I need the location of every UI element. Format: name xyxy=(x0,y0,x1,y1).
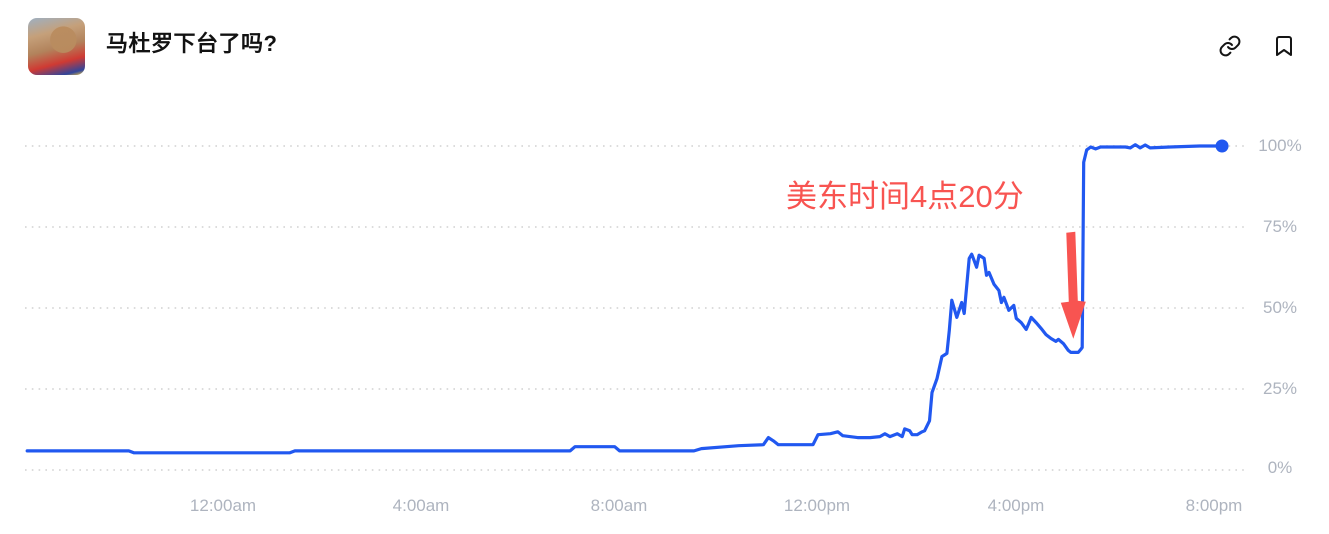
copy-link-button[interactable] xyxy=(1214,30,1246,62)
y-axis-label-75: 75% xyxy=(1262,217,1298,236)
x-axis-label-4pm: 4:00pm xyxy=(987,496,1045,515)
market-avatar xyxy=(28,18,85,75)
bookmark-icon xyxy=(1276,36,1292,56)
x-axis-label-4am: 4:00am xyxy=(392,496,450,515)
link-icon xyxy=(1219,35,1241,57)
x-axis-label-12am: 12:00am xyxy=(189,496,257,515)
y-axis-label-25: 25% xyxy=(1262,379,1298,398)
x-axis-label-12pm: 12:00pm xyxy=(783,496,851,515)
annotation-arrow-icon xyxy=(1060,231,1086,339)
chart-annotation-text: 美东时间4点20分 xyxy=(786,179,1024,214)
bookmark-button[interactable] xyxy=(1268,30,1300,62)
x-axis-label-8am: 8:00am xyxy=(590,496,648,515)
current-value-dot xyxy=(1215,139,1229,153)
market-title: 马杜罗下台了吗? xyxy=(106,31,278,56)
y-axis-label-0: 0% xyxy=(1267,458,1293,477)
y-axis-label-100: 100% xyxy=(1258,136,1302,155)
x-axis-label-8pm: 8:00pm xyxy=(1185,496,1243,515)
y-axis-label-50: 50% xyxy=(1262,298,1298,317)
probability-line xyxy=(25,143,1224,455)
